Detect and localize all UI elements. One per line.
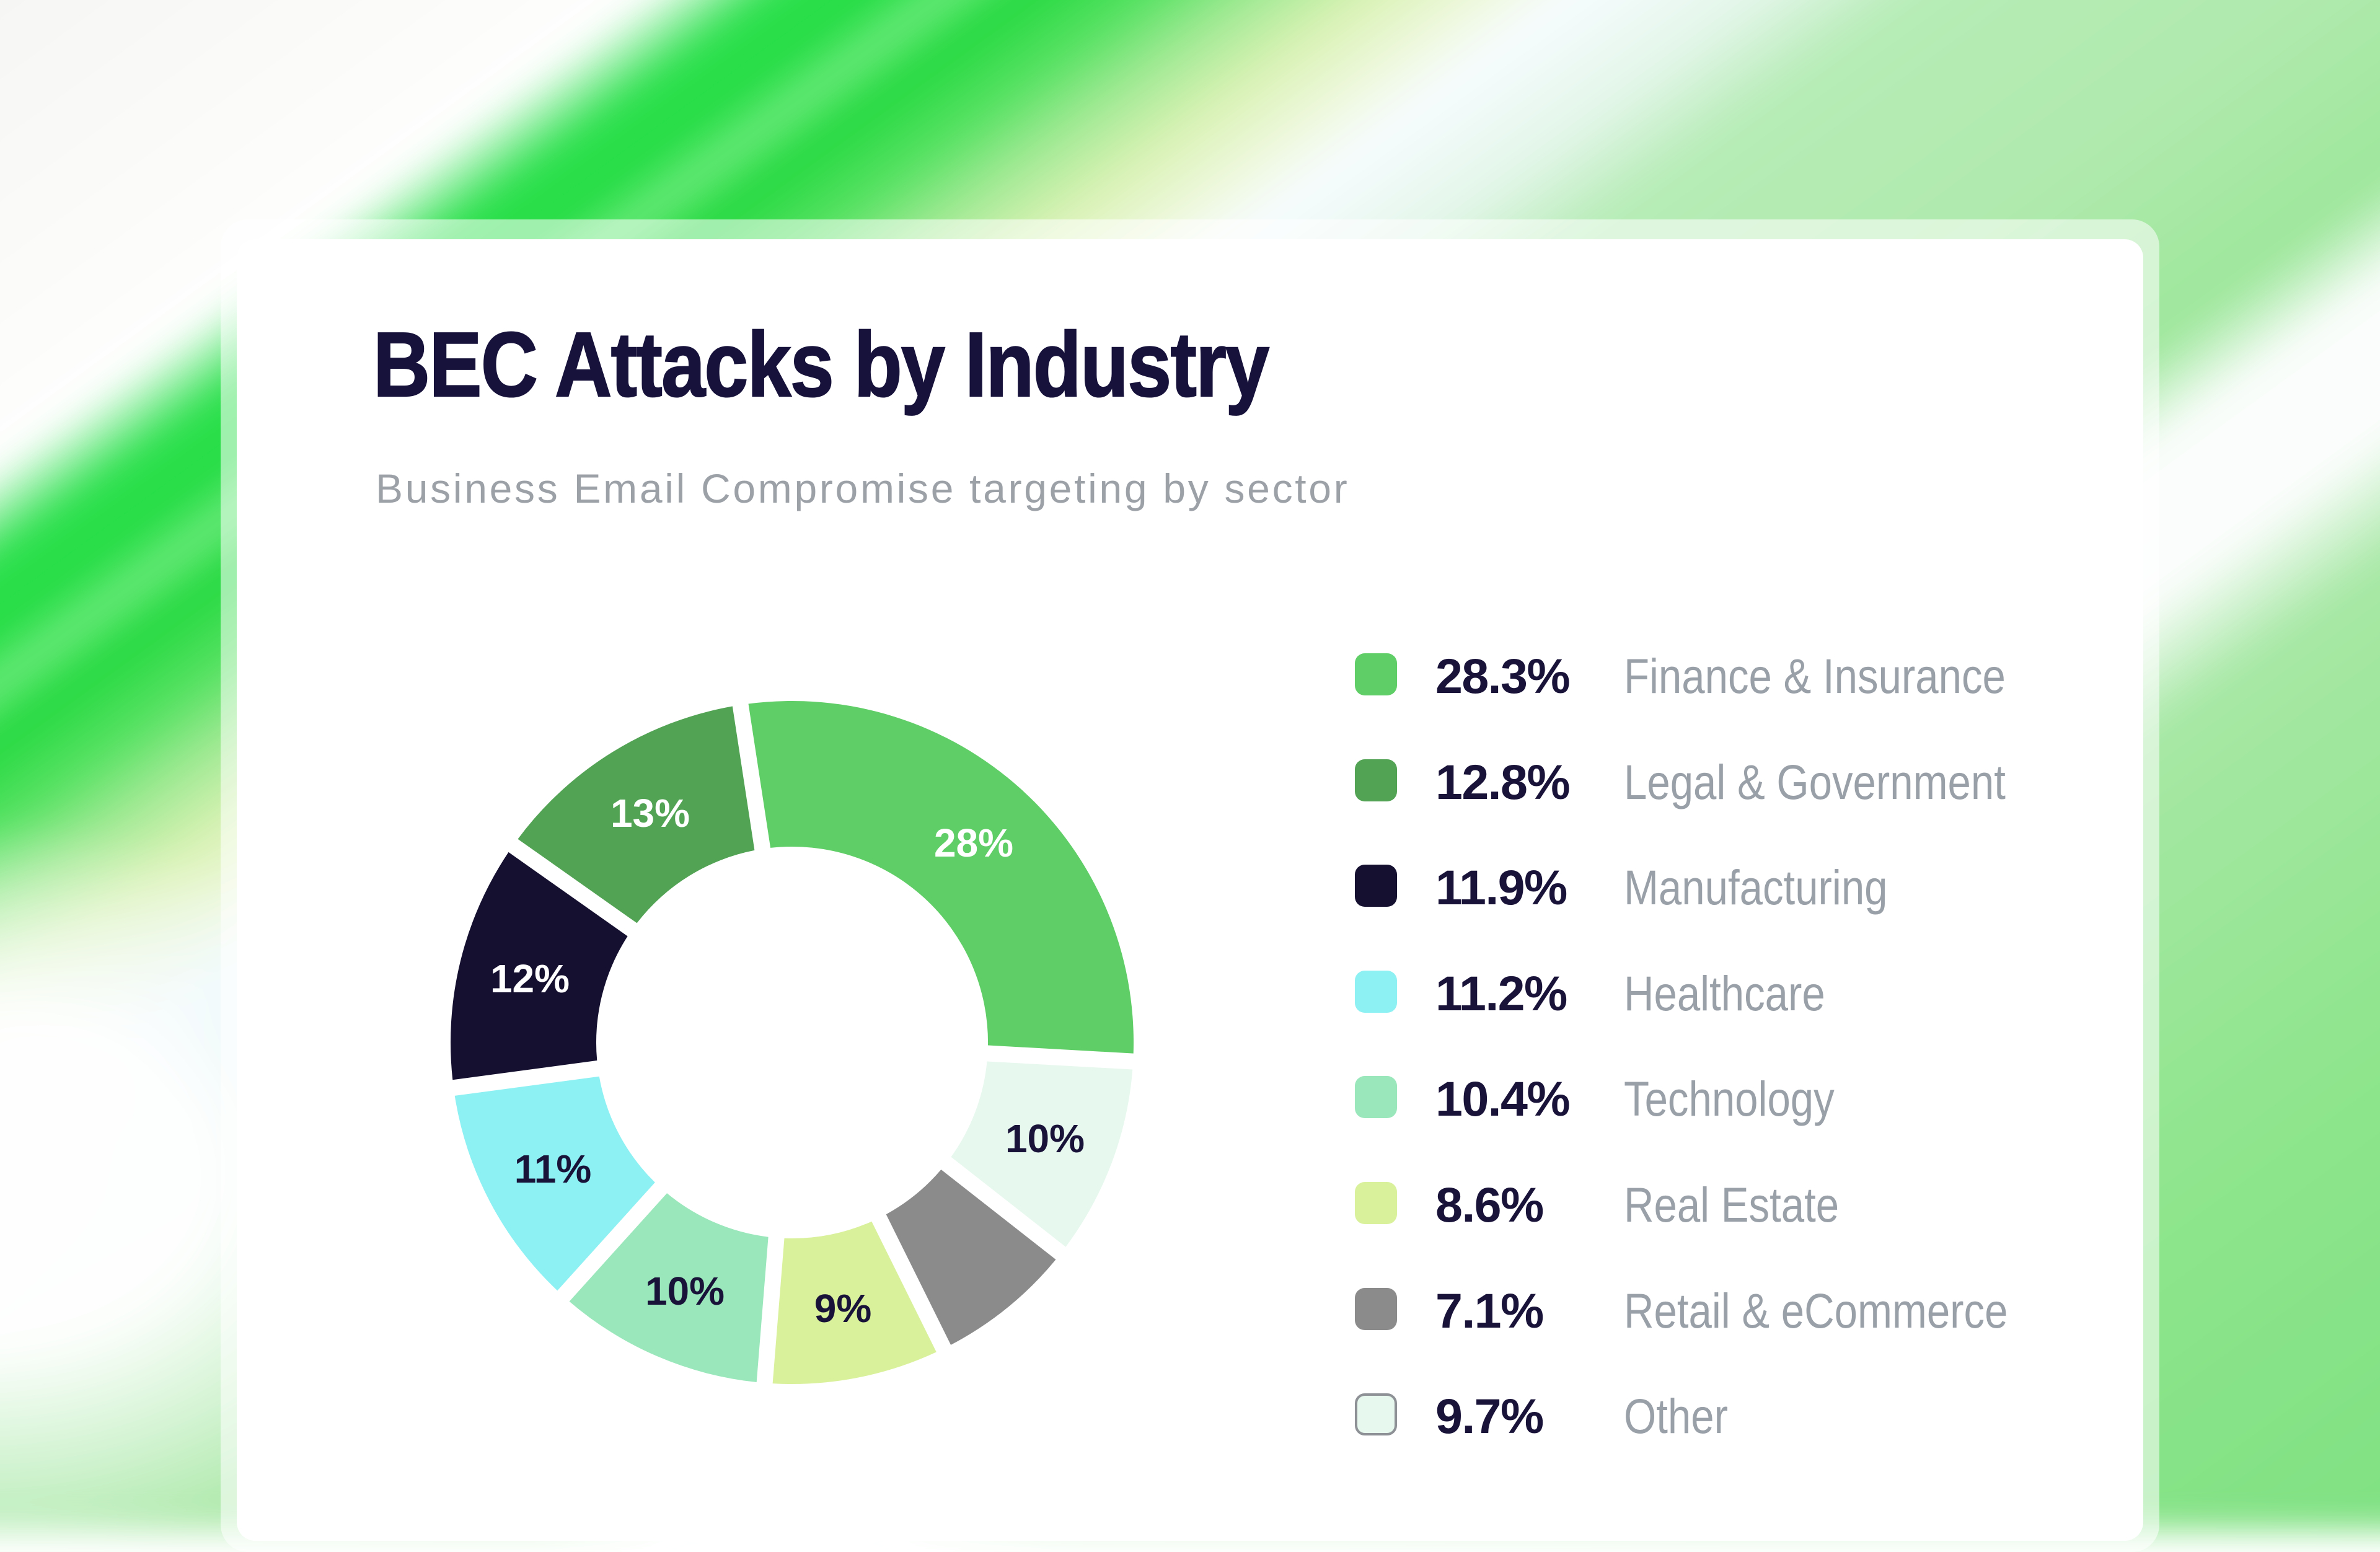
svg-text:11%: 11% bbox=[514, 1147, 592, 1191]
svg-text:10%: 10% bbox=[1005, 1116, 1085, 1161]
svg-text:9%: 9% bbox=[814, 1286, 872, 1331]
svg-text:13%: 13% bbox=[610, 791, 690, 836]
svg-text:12%: 12% bbox=[490, 956, 570, 1001]
svg-text:10%: 10% bbox=[645, 1269, 725, 1313]
svg-text:28%: 28% bbox=[934, 821, 1013, 865]
